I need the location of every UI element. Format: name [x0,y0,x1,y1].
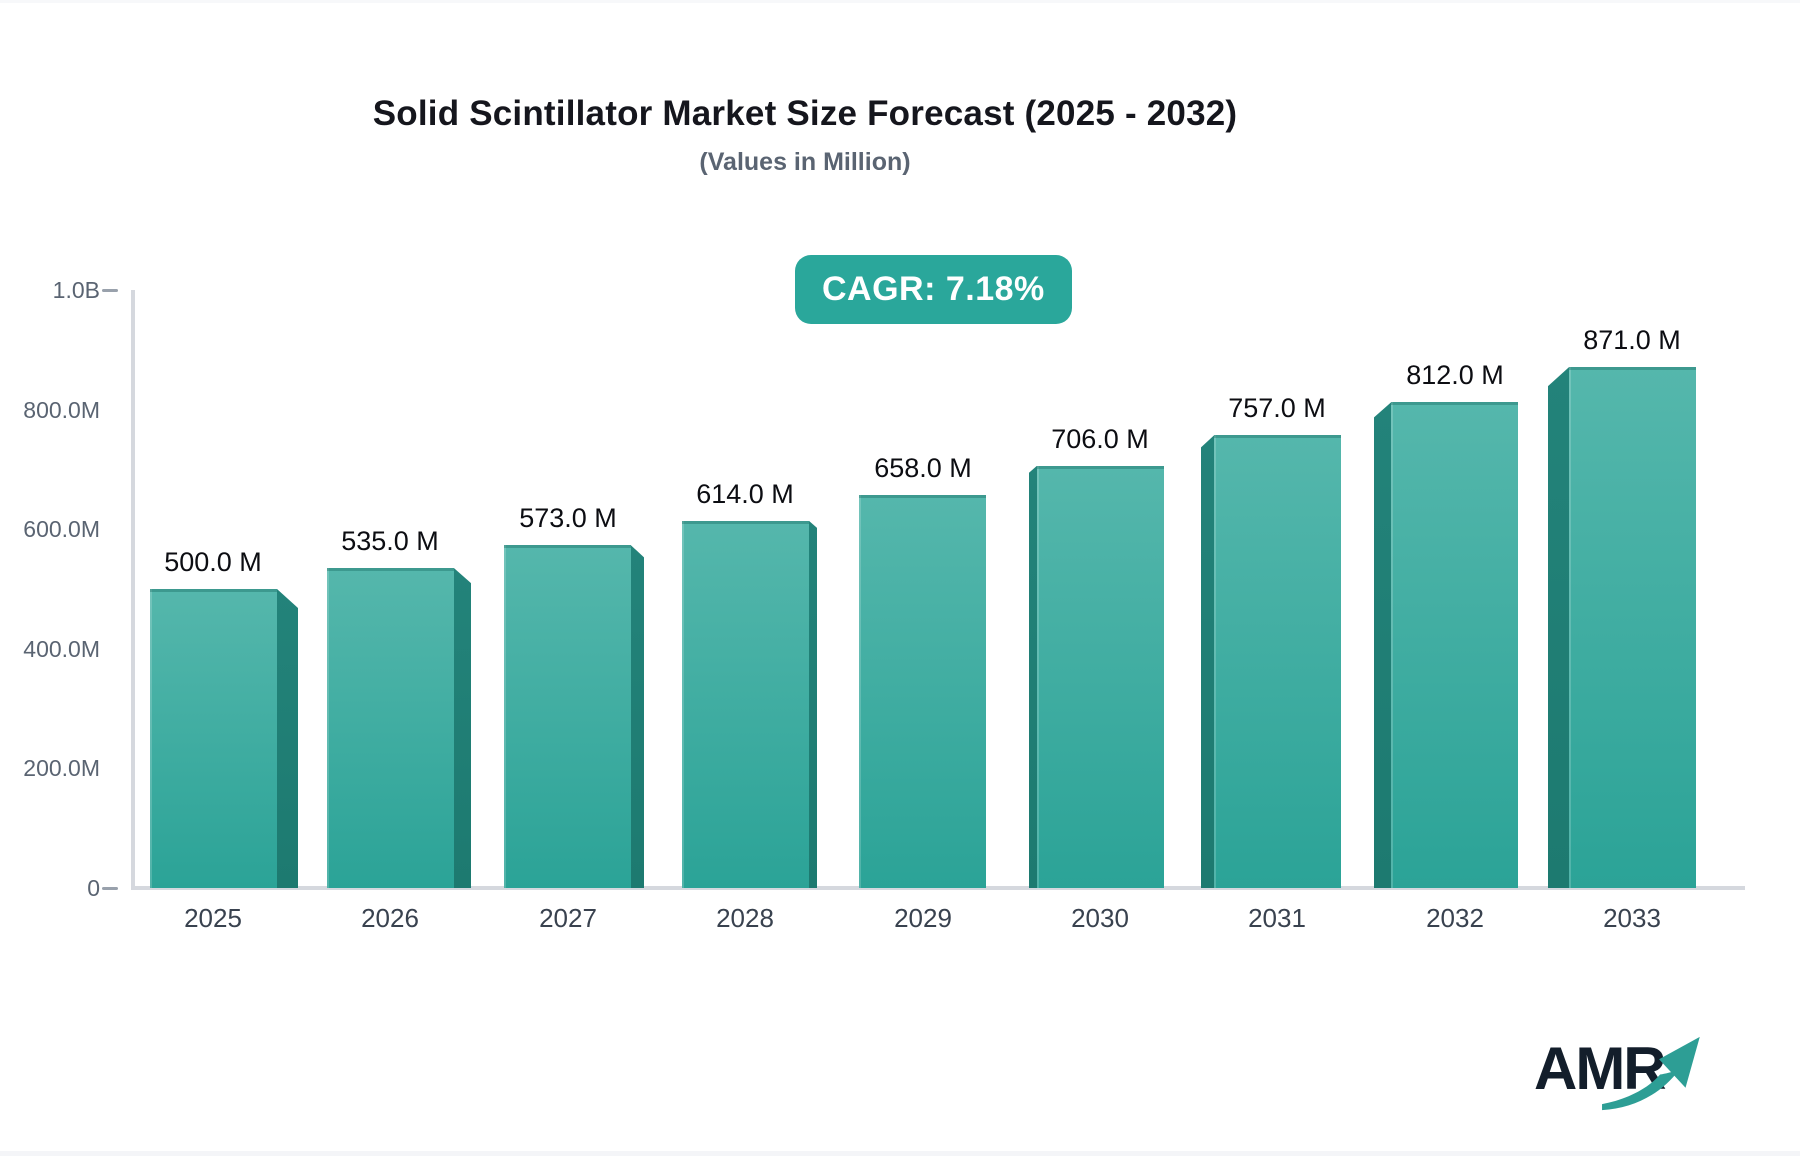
bar-2031 [1214,435,1341,888]
bar-value-label: 812.0 M [1406,360,1504,391]
y-tick-label: 600.0M [23,516,100,543]
chart-title: Solid Scintillator Market Size Forecast … [372,94,1238,133]
bar-value-label: 500.0 M [164,547,262,577]
x-axis-line [131,886,1745,890]
x-axis-label: 2033 [1603,903,1661,933]
page-top-border [0,0,1800,3]
bar-value-label: 614.0 M [696,478,794,509]
bar-side-face [631,545,644,888]
x-axis-label: 2031 [1248,903,1306,933]
bar-2025 [150,589,277,888]
bar-value-label: 706.0 M [1051,423,1149,454]
bar-side-face [809,520,817,888]
chart-subtitle: (Values in Million) [699,148,911,176]
bar-side-face [1201,435,1214,888]
y-tick-label: 200.0M [23,755,100,782]
bar-side-face [1029,465,1037,888]
bar-2030 [1037,465,1164,888]
x-axis-label: 2032 [1426,903,1484,933]
y-tick-label: 800.0M [23,396,100,423]
bar-value-label: 573.0 M [519,503,617,534]
amr-logo: AMR [1534,1034,1714,1124]
bar-value-label: 871.0 M [1583,325,1681,356]
y-tick-label: 0 [87,875,100,901]
bar-2026 [327,568,454,888]
page-bottom-border [0,1151,1800,1156]
x-axis-label: 2030 [1071,903,1129,933]
cagr-badge: CAGR: 7.18% [795,255,1072,324]
y-tick-mark [102,288,118,292]
y-tick-mark [102,886,118,890]
y-axis-line [131,290,135,888]
bar-side-face [1548,367,1569,888]
bar-side-face [1374,402,1391,888]
y-tick-label: 400.0M [23,635,100,662]
bar-2029 [859,494,986,888]
bar-2027 [504,545,631,888]
bar-2032 [1391,402,1518,888]
bar-side-face [277,589,298,888]
x-axis-label: 2029 [894,903,952,933]
x-axis-label: 2028 [716,903,774,933]
bar-value-label: 757.0 M [1228,393,1326,424]
x-axis-label: 2025 [184,903,242,933]
bar-2033 [1569,367,1696,888]
x-axis-label: 2027 [539,903,597,933]
bar-value-label: 658.0 M [874,452,972,483]
y-tick-label: 1.0B [52,277,100,303]
bar-value-label: 535.0 M [341,526,439,557]
growth-arrow-icon [1602,1036,1700,1111]
bar-2028 [682,520,809,888]
bar-side-face [454,568,471,888]
x-axis-label: 2026 [361,903,419,933]
